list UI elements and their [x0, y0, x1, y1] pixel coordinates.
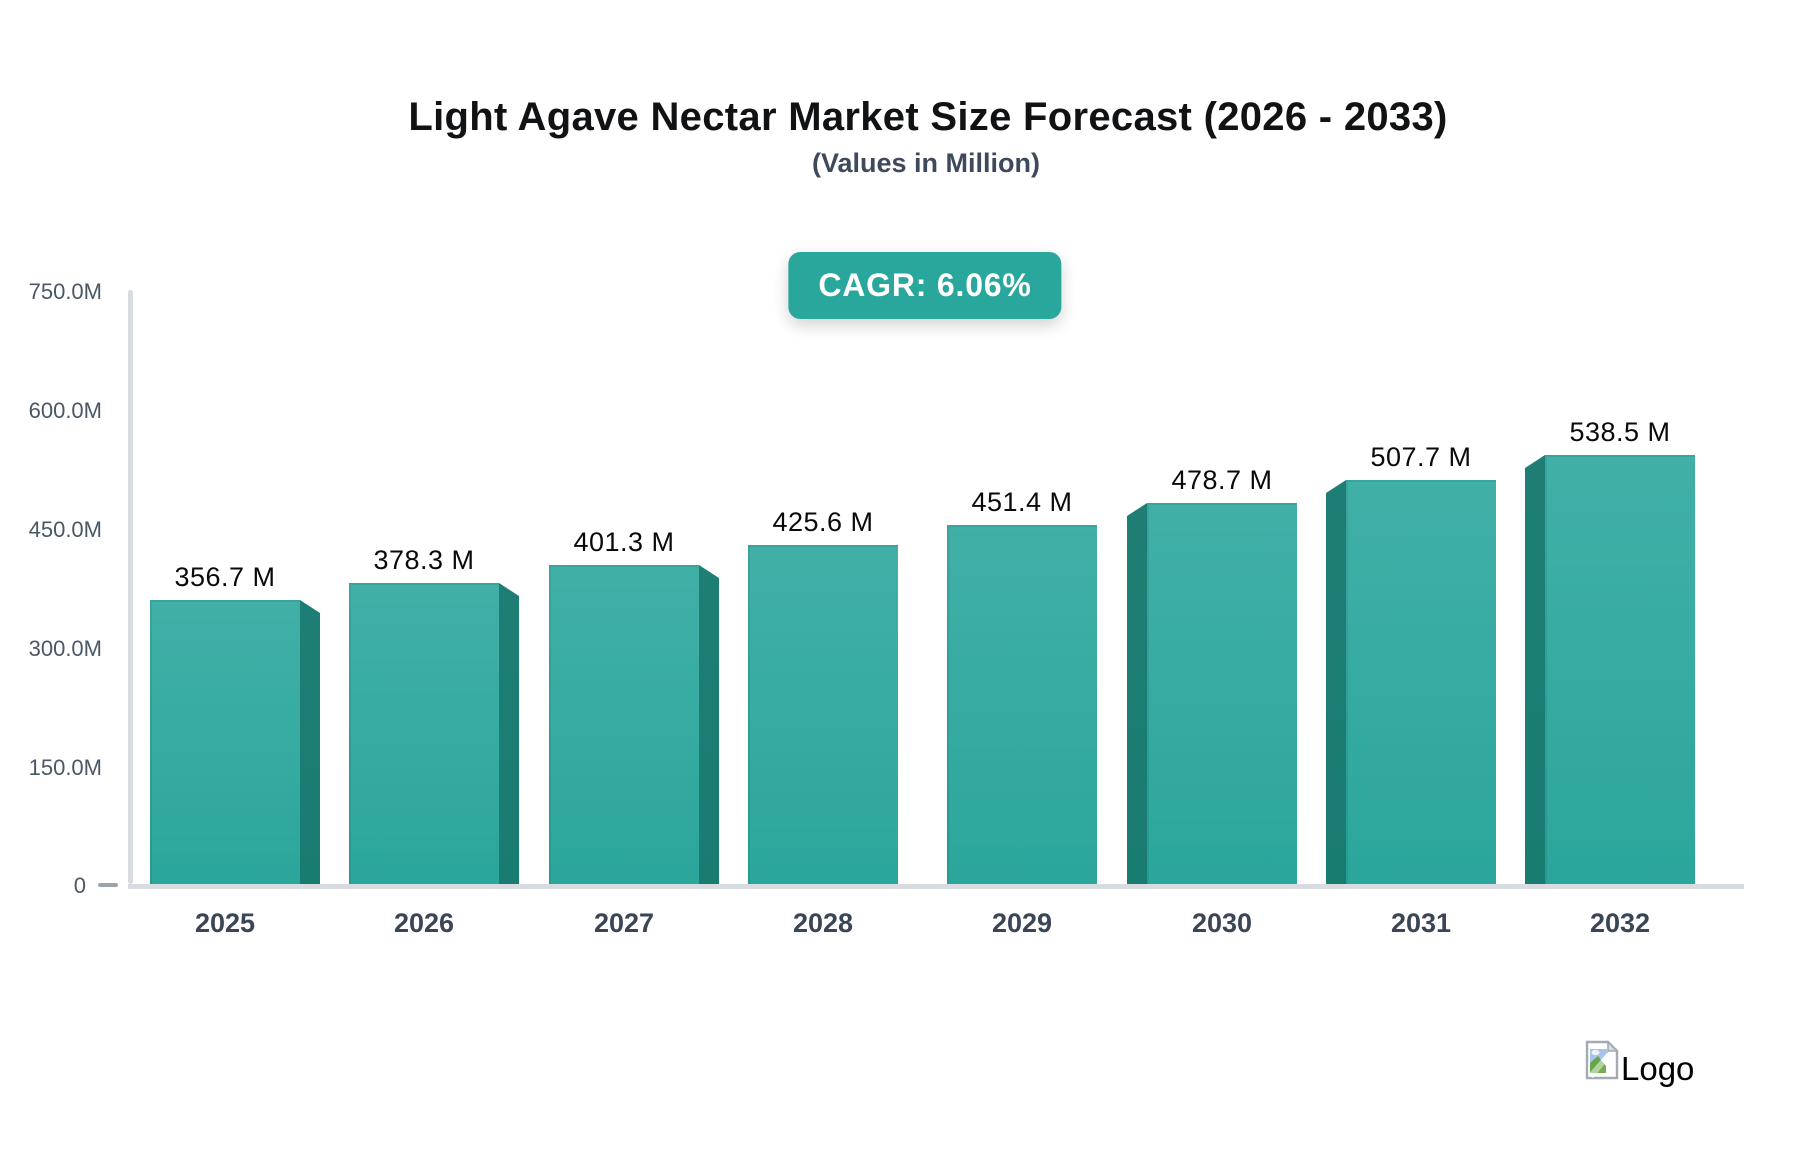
- cagr-badge: CAGR: 6.06%: [788, 252, 1062, 319]
- zero-tick-dash: [98, 883, 118, 887]
- bar-value-label-2027: 401.3 M: [573, 527, 675, 557]
- x-axis-year-label-2026: 2026: [393, 908, 455, 938]
- x-axis-year-label-2030: 2030: [1191, 908, 1253, 938]
- y-axis-tick-label: 450.0M: [28, 517, 102, 542]
- bar-face-2025: [150, 600, 300, 884]
- bar-side-face-2027: [699, 565, 719, 884]
- bar-side-face-2031: [1326, 480, 1346, 884]
- x-axis-year-label-2029: 2029: [991, 908, 1053, 938]
- y-axis-tick-label: 300.0M: [28, 636, 102, 661]
- bar-value-label-2026: 378.3 M: [373, 545, 475, 575]
- bar-face-2028: [748, 545, 898, 884]
- x-axis-line: [128, 884, 1744, 889]
- x-axis-year-label-2025: 2025: [194, 908, 256, 938]
- y-axis-zero-label: 0: [73, 873, 86, 898]
- logo-text: Logo: [1621, 1050, 1695, 1087]
- x-axis-year-label-2027: 2027: [593, 908, 655, 938]
- bar-value-label-2031: 507.7 M: [1370, 442, 1472, 472]
- y-axis-tick-label: 750.0M: [28, 279, 102, 304]
- bar-face-2032: [1545, 455, 1695, 884]
- bar-side-face-2030: [1127, 503, 1147, 884]
- y-axis-tick-label: 600.0M: [28, 398, 102, 423]
- bar-face-2030: [1147, 503, 1297, 884]
- bar-value-label-2025: 356.7 M: [174, 562, 276, 592]
- bar-side-face-2026: [499, 583, 519, 884]
- bar-side-face-2032: [1525, 455, 1545, 884]
- chart-subtitle: (Values in Million): [811, 148, 1041, 178]
- logo: Logo: [1585, 1040, 1694, 1085]
- x-axis-year-label-2028: 2028: [792, 908, 854, 938]
- x-axis-year-label-2032: 2032: [1589, 908, 1651, 938]
- x-axis-year-label-2031: 2031: [1390, 908, 1452, 938]
- bar-value-label-2029: 451.4 M: [971, 487, 1073, 517]
- y-axis-tick-label: 150.0M: [28, 755, 102, 780]
- y-axis-line: [128, 290, 133, 884]
- bar-face-2029: [947, 525, 1097, 884]
- bar-value-label-2032: 538.5 M: [1569, 417, 1671, 447]
- bar-side-face-2025: [300, 600, 320, 884]
- broken-image-icon: [1585, 1040, 1619, 1080]
- chart-title: Light Agave Nectar Market Size Forecast …: [408, 95, 1448, 139]
- bar-value-label-2030: 478.7 M: [1171, 465, 1273, 495]
- bar-face-2026: [349, 583, 499, 884]
- bar-face-2031: [1346, 480, 1496, 884]
- bar-face-2027: [549, 565, 699, 884]
- bar-value-label-2028: 425.6 M: [772, 507, 874, 537]
